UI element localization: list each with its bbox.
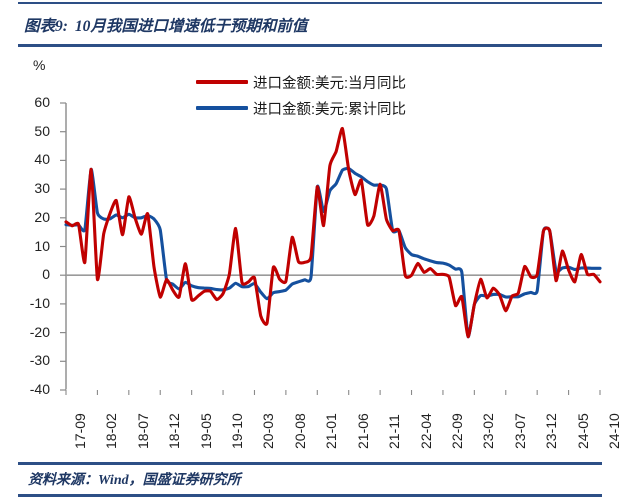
x-tick-label: 22-04 — [417, 413, 434, 449]
x-tick-label: 24-10 — [606, 413, 620, 449]
x-tick-label: 18-12 — [166, 413, 183, 449]
figure-title-row: 图表9: 10月我国进口增速低于预期和前值 — [24, 12, 594, 38]
legend-label-monthly: 进口金额:美元:当月同比 — [253, 75, 407, 92]
chart-plot-area: % 进口金额:美元:当月同比 进口金额:美元:累计同比 60 50 40 30 20 10… — [0, 47, 620, 462]
x-tick-label: 19-05 — [197, 413, 214, 449]
top-divider — [18, 2, 602, 4]
y-tick-label: 40 — [34, 151, 50, 168]
y-tick-label: 20 — [34, 208, 50, 225]
footer-divider-top — [18, 462, 602, 465]
x-tick-label: 20-08 — [291, 413, 308, 449]
title-divider — [18, 44, 602, 47]
y-tick-label: 60 — [34, 94, 50, 110]
y-tick-label: 50 — [34, 122, 50, 139]
legend-swatch-blue — [196, 106, 248, 110]
figure-number-label: 图表9: — [24, 18, 68, 35]
x-tick-label: 23-02 — [480, 413, 497, 449]
x-tick-label: 24-05 — [574, 413, 591, 449]
x-tick-label: 20-03 — [260, 413, 277, 449]
y-axis-unit-label: % — [33, 57, 46, 73]
y-tick-label: -20 — [29, 323, 50, 340]
x-tick-label: 23-12 — [543, 413, 560, 449]
series-line-monthly — [64, 126, 602, 339]
x-tick-label: 23-07 — [511, 413, 528, 449]
x-tick-label: 21-06 — [354, 413, 371, 449]
x-tick-label: 22-09 — [448, 413, 465, 449]
y-tick-label: -40 — [29, 381, 50, 397]
chart-canvas — [60, 102, 602, 395]
y-tick-label: 30 — [34, 180, 50, 197]
chart-legend: 进口金额:美元:当月同比 进口金额:美元:累计同比 — [196, 69, 496, 121]
y-tick-label: -30 — [29, 352, 50, 369]
legend-item-monthly: 进口金额:美元:当月同比 — [196, 69, 496, 95]
source-note: 资料来源：Wind，国盛证券研究所 — [28, 473, 241, 488]
legend-label-cumulative: 进口金额:美元:累计同比 — [253, 101, 407, 118]
y-tick-label: 10 — [34, 237, 50, 254]
x-tick-label: 21-11 — [386, 414, 403, 449]
y-tick-label: -10 — [29, 294, 50, 311]
x-tick-label: 21-01 — [323, 413, 340, 449]
footer-divider-bottom — [18, 494, 602, 497]
y-tick-label: 0 — [42, 266, 50, 283]
series-line-cumulative — [64, 166, 602, 339]
x-tick-label: 19-10 — [229, 413, 246, 449]
legend-swatch-red — [196, 80, 248, 84]
page-title: 10月我国进口增速低于预期和前值 — [74, 18, 308, 35]
legend-item-cumulative: 进口金额:美元:累计同比 — [196, 95, 496, 121]
x-tick-label: 18-07 — [134, 413, 151, 449]
x-tick-label: 17-09 — [72, 413, 88, 449]
x-tick-label: 18-02 — [103, 413, 120, 449]
